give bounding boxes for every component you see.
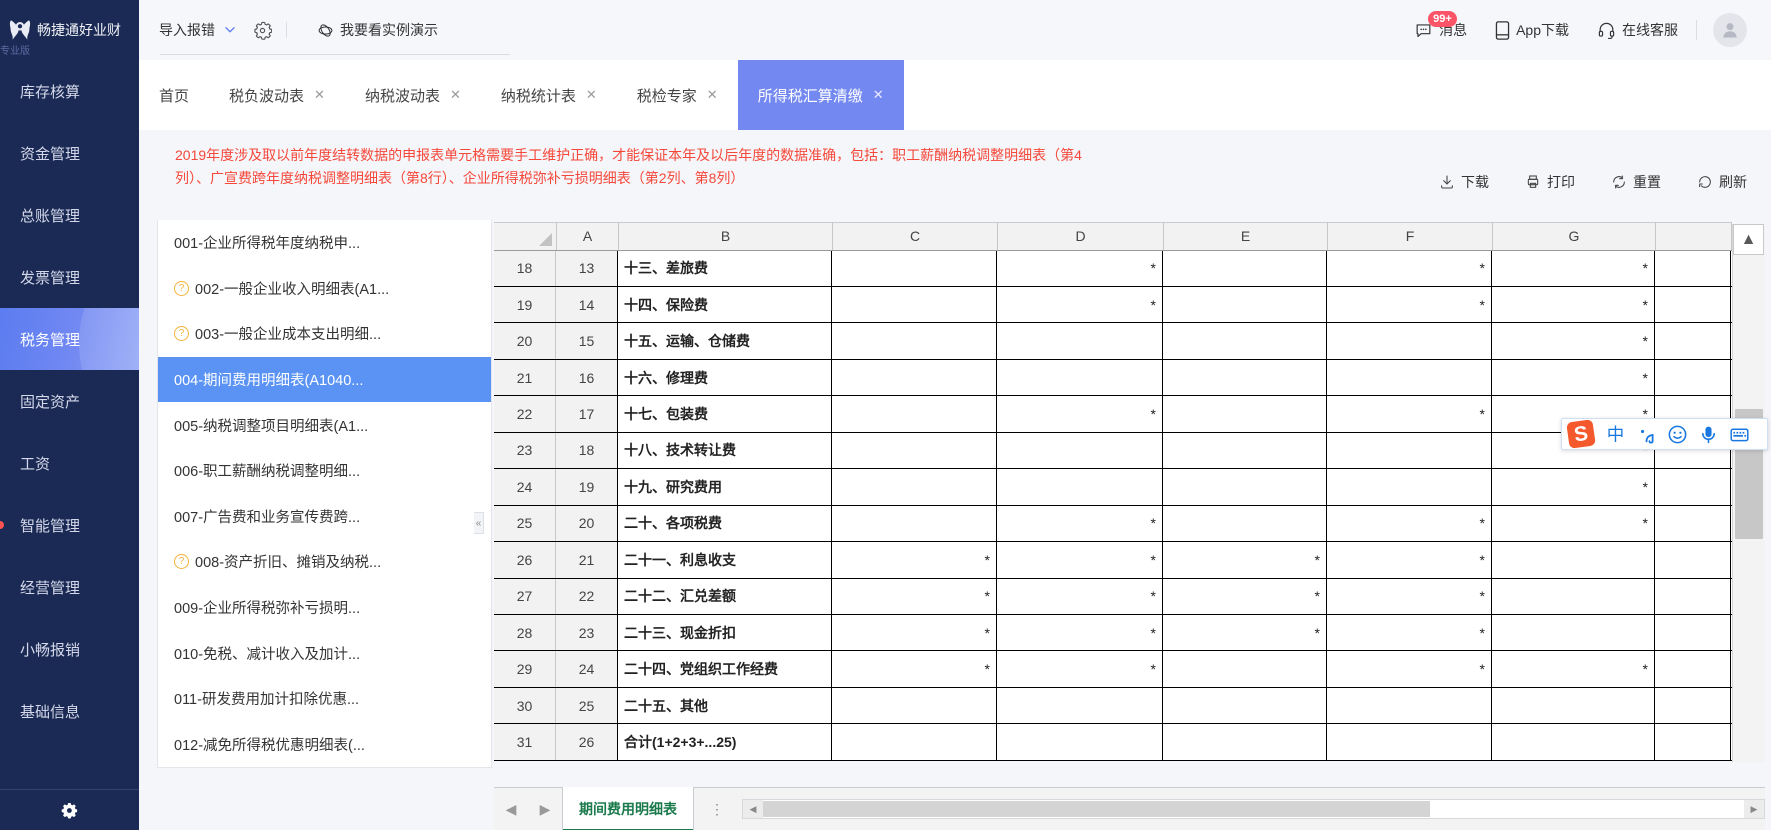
svg-text:中: 中 [1607, 424, 1625, 444]
